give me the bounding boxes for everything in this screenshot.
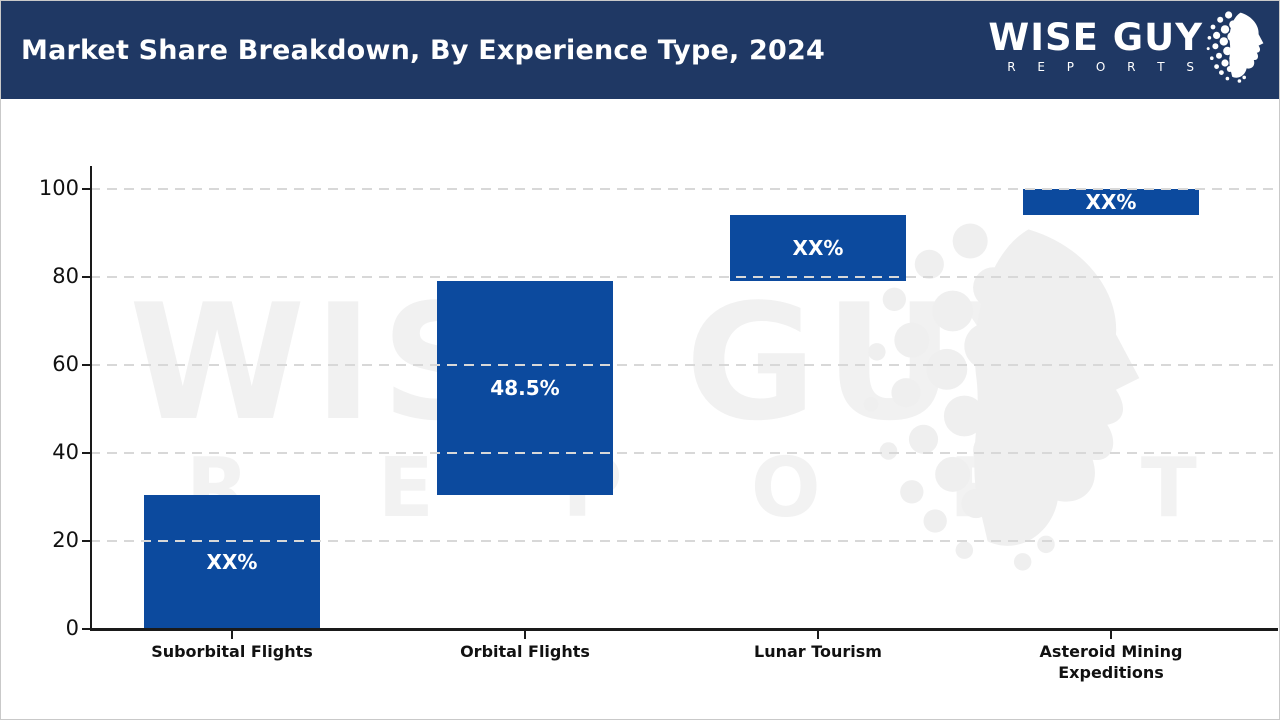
- y-tick-100: [82, 188, 90, 190]
- x-tick-4: [1110, 631, 1112, 639]
- gridline-60: [90, 364, 1278, 366]
- y-axis-spine: [90, 166, 92, 631]
- bar-value-label: XX%: [1085, 189, 1137, 214]
- x-category-label-2: Orbital Flights: [460, 642, 590, 661]
- header-band: Market Share Breakdown, By Experience Ty…: [1, 1, 1279, 99]
- bar-3: XX%: [730, 214, 906, 282]
- x-axis-spine: [90, 628, 1278, 631]
- gridline-20: [90, 540, 1278, 542]
- y-tick-label-60: 60: [52, 352, 79, 376]
- bar-2: 48.5%: [437, 281, 613, 495]
- gridline-40: [90, 452, 1278, 454]
- y-tick-80: [82, 276, 90, 278]
- bar-value-label: XX%: [206, 549, 258, 574]
- dotted-face-profile-icon: [1206, 11, 1264, 83]
- y-tick-label-100: 100: [38, 176, 79, 200]
- x-category-label-3: Lunar Tourism: [754, 642, 882, 661]
- y-tick-60: [82, 364, 90, 366]
- x-tick-2: [524, 631, 526, 639]
- x-category-label-1: Suborbital Flights: [151, 642, 313, 661]
- gridline-100: [90, 188, 1278, 190]
- y-tick-label-0: 0: [65, 616, 79, 640]
- gridline-80: [90, 276, 1278, 278]
- y-tick-label-80: 80: [52, 264, 79, 288]
- x-tick-1: [231, 631, 233, 639]
- page-title: Market Share Breakdown, By Experience Ty…: [21, 34, 826, 66]
- y-tick-label-20: 20: [52, 528, 79, 552]
- x-category-label-4: Asteroid Mining Expeditions: [1039, 642, 1183, 682]
- wiseguy-logo-name: WISE GUY: [988, 16, 1203, 59]
- y-tick-40: [82, 452, 90, 454]
- watermark-face-icon: [863, 223, 1140, 571]
- bar-value-label: 48.5%: [490, 376, 560, 401]
- bar-4: XX%: [1023, 189, 1199, 215]
- y-tick-label-40: 40: [52, 440, 79, 464]
- wiseguy-logo: WISE GUY R E P O R T S: [988, 7, 1273, 93]
- y-tick-0: [82, 628, 90, 630]
- y-tick-20: [82, 540, 90, 542]
- wiseguy-logo-text: WISE GUY R E P O R T S: [988, 19, 1203, 74]
- wiseguy-logo-subtitle: R E P O R T S: [1007, 60, 1203, 74]
- x-tick-3: [817, 631, 819, 639]
- bar-value-label: XX%: [792, 235, 844, 260]
- bar-1: XX%: [144, 494, 320, 629]
